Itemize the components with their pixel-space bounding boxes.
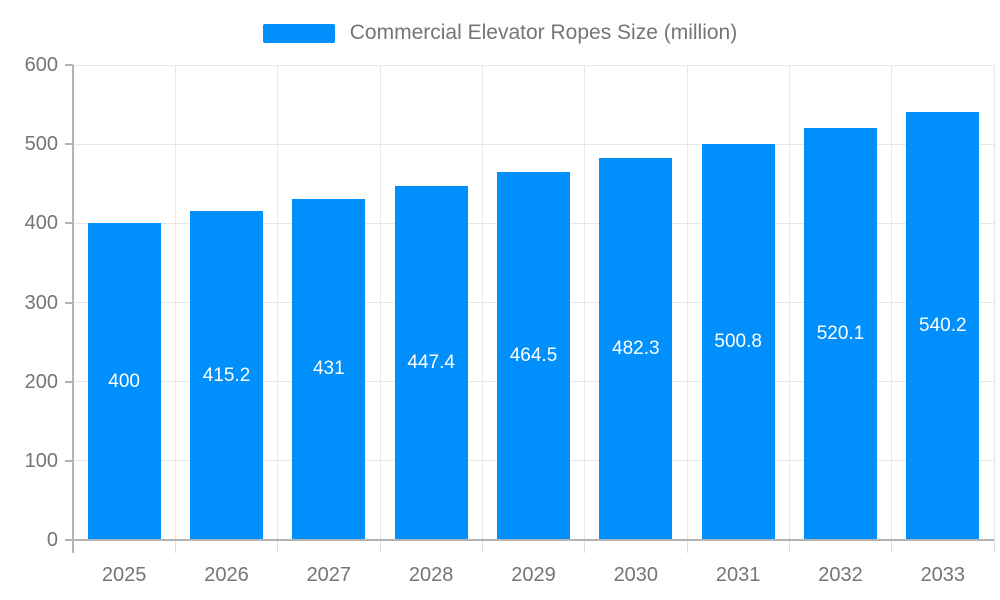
x-gridline <box>481 65 483 540</box>
x-axis-category-label: 2025 <box>101 564 147 586</box>
y-axis-tick <box>65 539 73 541</box>
bar-2027[interactable] <box>292 198 366 540</box>
x-gridline <box>788 65 790 540</box>
x-gridline <box>174 65 176 540</box>
x-axis-tick <box>686 540 688 553</box>
bar-2031[interactable] <box>701 143 775 540</box>
y-axis-tick-label: 600 <box>24 54 58 76</box>
x-gridline <box>686 65 688 540</box>
y-axis-tick-label: 100 <box>24 449 58 472</box>
bar-2028[interactable] <box>394 185 468 540</box>
x-axis-tick <box>891 540 893 553</box>
y-axis-tick <box>65 380 73 383</box>
y-axis-line <box>72 65 74 553</box>
y-axis-tick <box>65 222 73 225</box>
y-axis-tick-label: 0 <box>46 529 58 551</box>
legend-swatch-icon <box>262 23 335 43</box>
chart-legend-item[interactable]: Commercial Elevator Ropes Size (million) <box>0 20 1000 46</box>
y-axis-tick-label: 200 <box>24 370 58 393</box>
x-axis-tick <box>584 540 586 553</box>
x-axis-category-label: 2030 <box>613 564 659 586</box>
y-axis-tick-label: 500 <box>24 133 58 156</box>
x-gridline <box>993 65 995 540</box>
x-axis-tick <box>277 540 279 553</box>
x-axis-category-label: 2031 <box>715 564 761 586</box>
x-gridline <box>584 65 586 540</box>
x-gridline <box>277 65 279 540</box>
x-axis-tick <box>993 540 995 553</box>
bar-2032[interactable] <box>804 128 877 540</box>
x-axis-tick <box>788 540 790 553</box>
x-axis-category-label: 2027 <box>306 564 352 586</box>
bar-2030[interactable] <box>599 158 673 540</box>
x-axis-tick <box>174 540 176 553</box>
x-gridline <box>379 65 381 540</box>
y-axis-tick <box>65 64 73 66</box>
x-gridline <box>891 65 893 540</box>
x-axis-line <box>73 539 994 541</box>
y-axis-tick <box>65 301 73 304</box>
y-axis-tick-label: 400 <box>24 212 58 235</box>
x-axis-tick <box>379 540 381 553</box>
y-axis-tick-label: 300 <box>24 291 58 314</box>
y-gridline <box>73 64 994 66</box>
x-axis-tick <box>481 540 483 553</box>
y-axis-tick <box>65 143 73 146</box>
x-axis-category-label: 2028 <box>408 564 454 586</box>
bar-2025[interactable] <box>87 223 161 540</box>
y-gridline <box>73 143 994 145</box>
bar-2033[interactable] <box>906 112 980 540</box>
x-axis-category-label: 2032 <box>818 564 863 586</box>
bar-2026[interactable] <box>190 211 263 540</box>
bar-2029[interactable] <box>497 172 570 540</box>
x-axis-category-label: 2026 <box>204 564 249 586</box>
legend-label: Commercial Elevator Ropes Size (million) <box>349 21 738 44</box>
x-axis-category-label: 2029 <box>511 564 556 586</box>
x-axis-category-label: 2033 <box>920 564 966 586</box>
y-axis-tick <box>65 459 73 462</box>
